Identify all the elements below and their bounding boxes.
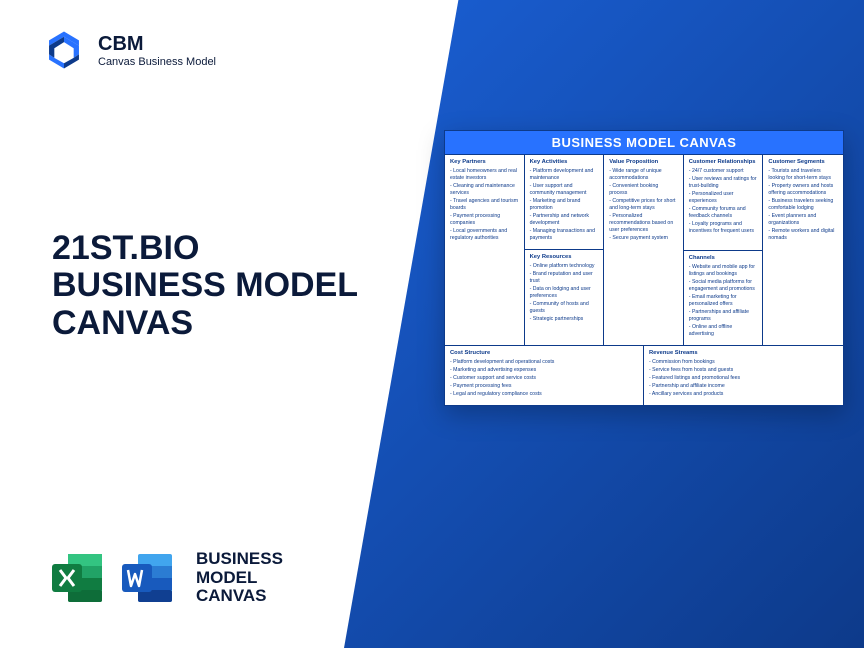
logo-abbr: CBM [98,33,216,56]
excel-icon [48,548,108,608]
cell-partners: Key PartnersLocal homeowners and real es… [445,154,525,345]
title-line-3: CANVAS [52,305,358,342]
cell-segments: Customer SegmentsTourists and travelers … [763,154,843,345]
page-title: 21ST.BIO BUSINESS MODEL CANVAS [52,230,358,342]
format-label-3: CANVAS [196,587,283,606]
cell-revenue: Revenue StreamsCommission from bookingsS… [644,345,843,405]
cell-cost: Cost StructurePlatform development and o… [445,345,644,405]
brand-logo: CBM Canvas Business Model [42,28,216,72]
col-relationships-channels: Customer Relationships24/7 customer supp… [684,154,764,345]
title-line-1: 21ST.BIO [52,230,358,267]
title-line-2: BUSINESS MODEL [52,267,358,304]
format-label-2: MODEL [196,569,283,588]
cell-value: Value PropositionWide range of unique ac… [604,154,684,345]
canvas-heading: BUSINESS MODEL CANVAS [445,131,843,154]
format-label-1: BUSINESS [196,550,283,569]
logo-subtitle: Canvas Business Model [98,56,216,68]
cell-resources: Key ResourcesOnline platform technologyB… [525,249,604,343]
logo-icon [42,28,86,72]
cell-relationships: Customer Relationships24/7 customer supp… [684,155,763,250]
format-icons-row: BUSINESS MODEL CANVAS [48,548,283,608]
cell-channels: ChannelsWebsite and mobile app for listi… [684,250,763,345]
canvas-preview: BUSINESS MODEL CANVAS Key PartnersLocal … [444,130,844,406]
word-icon [118,548,178,608]
col-activities-resources: Key ActivitiesPlatform development and m… [525,154,605,345]
cell-activities: Key ActivitiesPlatform development and m… [525,155,604,249]
